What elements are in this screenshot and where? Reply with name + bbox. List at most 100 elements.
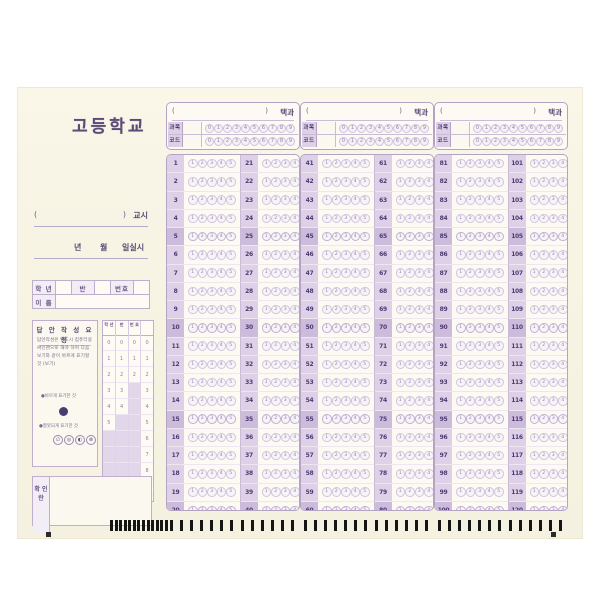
digit-bubble[interactable]: 2	[103, 367, 116, 383]
answer-bubble[interactable]: 4	[350, 469, 360, 479]
answer-bubble[interactable]: 1	[188, 177, 198, 187]
answer-bubble[interactable]: 4	[350, 377, 360, 388]
code-write-box[interactable]	[450, 135, 470, 147]
answer-bubble[interactable]: 3	[207, 213, 217, 224]
answer-bubble[interactable]: 5	[226, 505, 236, 510]
digit-grid-row[interactable]: 6	[103, 431, 153, 447]
answer-bubble[interactable]: 3	[280, 432, 290, 443]
answer-bubble[interactable]: 3	[548, 396, 558, 406]
answer-bubble[interactable]: 4	[424, 268, 433, 278]
answer-bubble[interactable]: 3	[207, 231, 217, 242]
answer-bubble[interactable]: 2	[405, 341, 415, 351]
answer-bubble[interactable]: 3	[207, 432, 217, 443]
answer-row[interactable]: 94 1 2 3 4 5	[435, 392, 508, 411]
code-digit-bubble[interactable]: 8	[277, 136, 286, 146]
answer-bubble[interactable]: 5	[568, 378, 569, 388]
answer-bubble[interactable]: 5	[226, 450, 236, 461]
answer-bubble[interactable]: 2	[271, 414, 281, 424]
answer-bubble[interactable]: 3	[341, 450, 351, 461]
answer-bubble[interactable]: 2	[197, 268, 207, 278]
answer-bubble[interactable]: 1	[456, 450, 466, 461]
answer-row[interactable]: 14 1 2 3 4 5	[167, 392, 240, 411]
answer-bubble[interactable]: 2	[271, 158, 281, 169]
code-digit-bubble[interactable]: 4	[375, 136, 384, 146]
answer-row[interactable]: 6512345	[374, 228, 433, 247]
answer-bubble[interactable]: 2	[405, 177, 415, 187]
answer-bubble[interactable]: 1	[395, 195, 405, 205]
answer-bubble[interactable]: 1	[188, 505, 198, 510]
answer-bubble[interactable]: 3	[548, 286, 558, 297]
answer-row[interactable]: 3712345	[240, 447, 299, 466]
answer-bubble[interactable]: 1	[261, 450, 271, 461]
code-digit-bubble[interactable]: 2	[491, 136, 500, 146]
answer-bubble[interactable]: 2	[271, 286, 281, 297]
answer-bubble[interactable]: 5	[494, 286, 504, 297]
answer-bubble[interactable]: 1	[395, 341, 405, 351]
answer-row[interactable]: 6712345	[374, 264, 433, 283]
answer-bubble[interactable]: 2	[405, 250, 415, 260]
digit-grid-row[interactable]: 8	[103, 463, 153, 479]
answer-row[interactable]: 98 1 2 3 4 5	[435, 465, 508, 484]
answer-row[interactable]: 41 1 2 3 4 5	[301, 155, 374, 174]
answer-row[interactable]: 82 1 2 3 4 5	[435, 173, 508, 192]
answer-bubble[interactable]: 2	[331, 341, 341, 351]
digit-bubble[interactable]: 4	[115, 399, 129, 415]
answer-bubble[interactable]: 1	[188, 268, 198, 278]
answer-panel-1[interactable]: () 택과 과목 0 1 2 3 4 5 6 7 8 9 코드 0 1 2 3 4 5 6 7 8 9 1 1 2 3 4 5 2 1 2 3 4 5…	[166, 102, 300, 522]
answer-bubble[interactable]: 3	[341, 505, 351, 510]
answer-bubble[interactable]: 5	[360, 268, 370, 278]
code-write-box[interactable]	[450, 122, 470, 134]
answer-bubble[interactable]: 3	[548, 304, 558, 315]
answer-row[interactable]: 7312345	[374, 374, 433, 393]
digit-bubble[interactable]: 1	[103, 351, 116, 367]
answer-row[interactable]: 48 1 2 3 4 5	[301, 282, 374, 301]
answer-row[interactable]: 3512345	[240, 410, 299, 429]
answer-bubble[interactable]: 3	[548, 177, 558, 187]
answer-bubble[interactable]: 4	[290, 341, 299, 351]
answer-bubble[interactable]: 1	[188, 323, 198, 333]
answer-bubble[interactable]: 3	[280, 213, 290, 224]
answer-bubble[interactable]: 3	[207, 177, 217, 187]
answer-row[interactable]: 3812345	[240, 465, 299, 484]
answer-bubble[interactable]: 1	[395, 250, 405, 260]
code-digit-bubble[interactable]: 6	[393, 123, 402, 133]
answer-bubble[interactable]: 2	[465, 469, 475, 479]
answer-bubble[interactable]: 1	[395, 432, 405, 443]
digit-bubble[interactable]	[128, 447, 142, 463]
answer-bubble[interactable]: 5	[494, 177, 504, 187]
answer-bubble[interactable]: 1	[322, 268, 332, 278]
answer-bubble[interactable]: 4	[558, 268, 567, 278]
answer-bubble[interactable]: 2	[539, 304, 549, 315]
answer-bubble[interactable]: 3	[414, 359, 424, 370]
code-digit-bubble[interactable]: 5	[518, 123, 527, 133]
answer-bubble[interactable]: 2	[331, 177, 341, 187]
answer-bubble[interactable]: 3	[414, 450, 424, 461]
answer-bubble[interactable]: 2	[465, 195, 475, 205]
answer-bubble[interactable]: 4	[350, 213, 360, 224]
answer-row[interactable]: 7912345	[374, 483, 433, 502]
answer-bubble[interactable]: 2	[197, 250, 207, 260]
answer-bubble[interactable]: 4	[350, 487, 360, 497]
answer-row[interactable]: 47 1 2 3 4 5	[301, 264, 374, 283]
answer-bubble[interactable]: 1	[456, 213, 466, 224]
answer-bubble[interactable]: 2	[271, 469, 281, 479]
code-digit-bubble[interactable]: 2	[223, 123, 232, 133]
answer-bubble[interactable]: 4	[558, 286, 567, 297]
answer-bubble[interactable]: 3	[548, 250, 558, 260]
answer-bubble[interactable]: 3	[548, 414, 558, 424]
answer-bubble[interactable]: 3	[414, 286, 424, 297]
answer-bubble[interactable]: 1	[529, 469, 539, 479]
answer-bubble[interactable]: 4	[350, 177, 360, 187]
code-digit-bubble[interactable]: 6	[527, 123, 536, 133]
answer-bubble[interactable]: 2	[331, 414, 341, 424]
